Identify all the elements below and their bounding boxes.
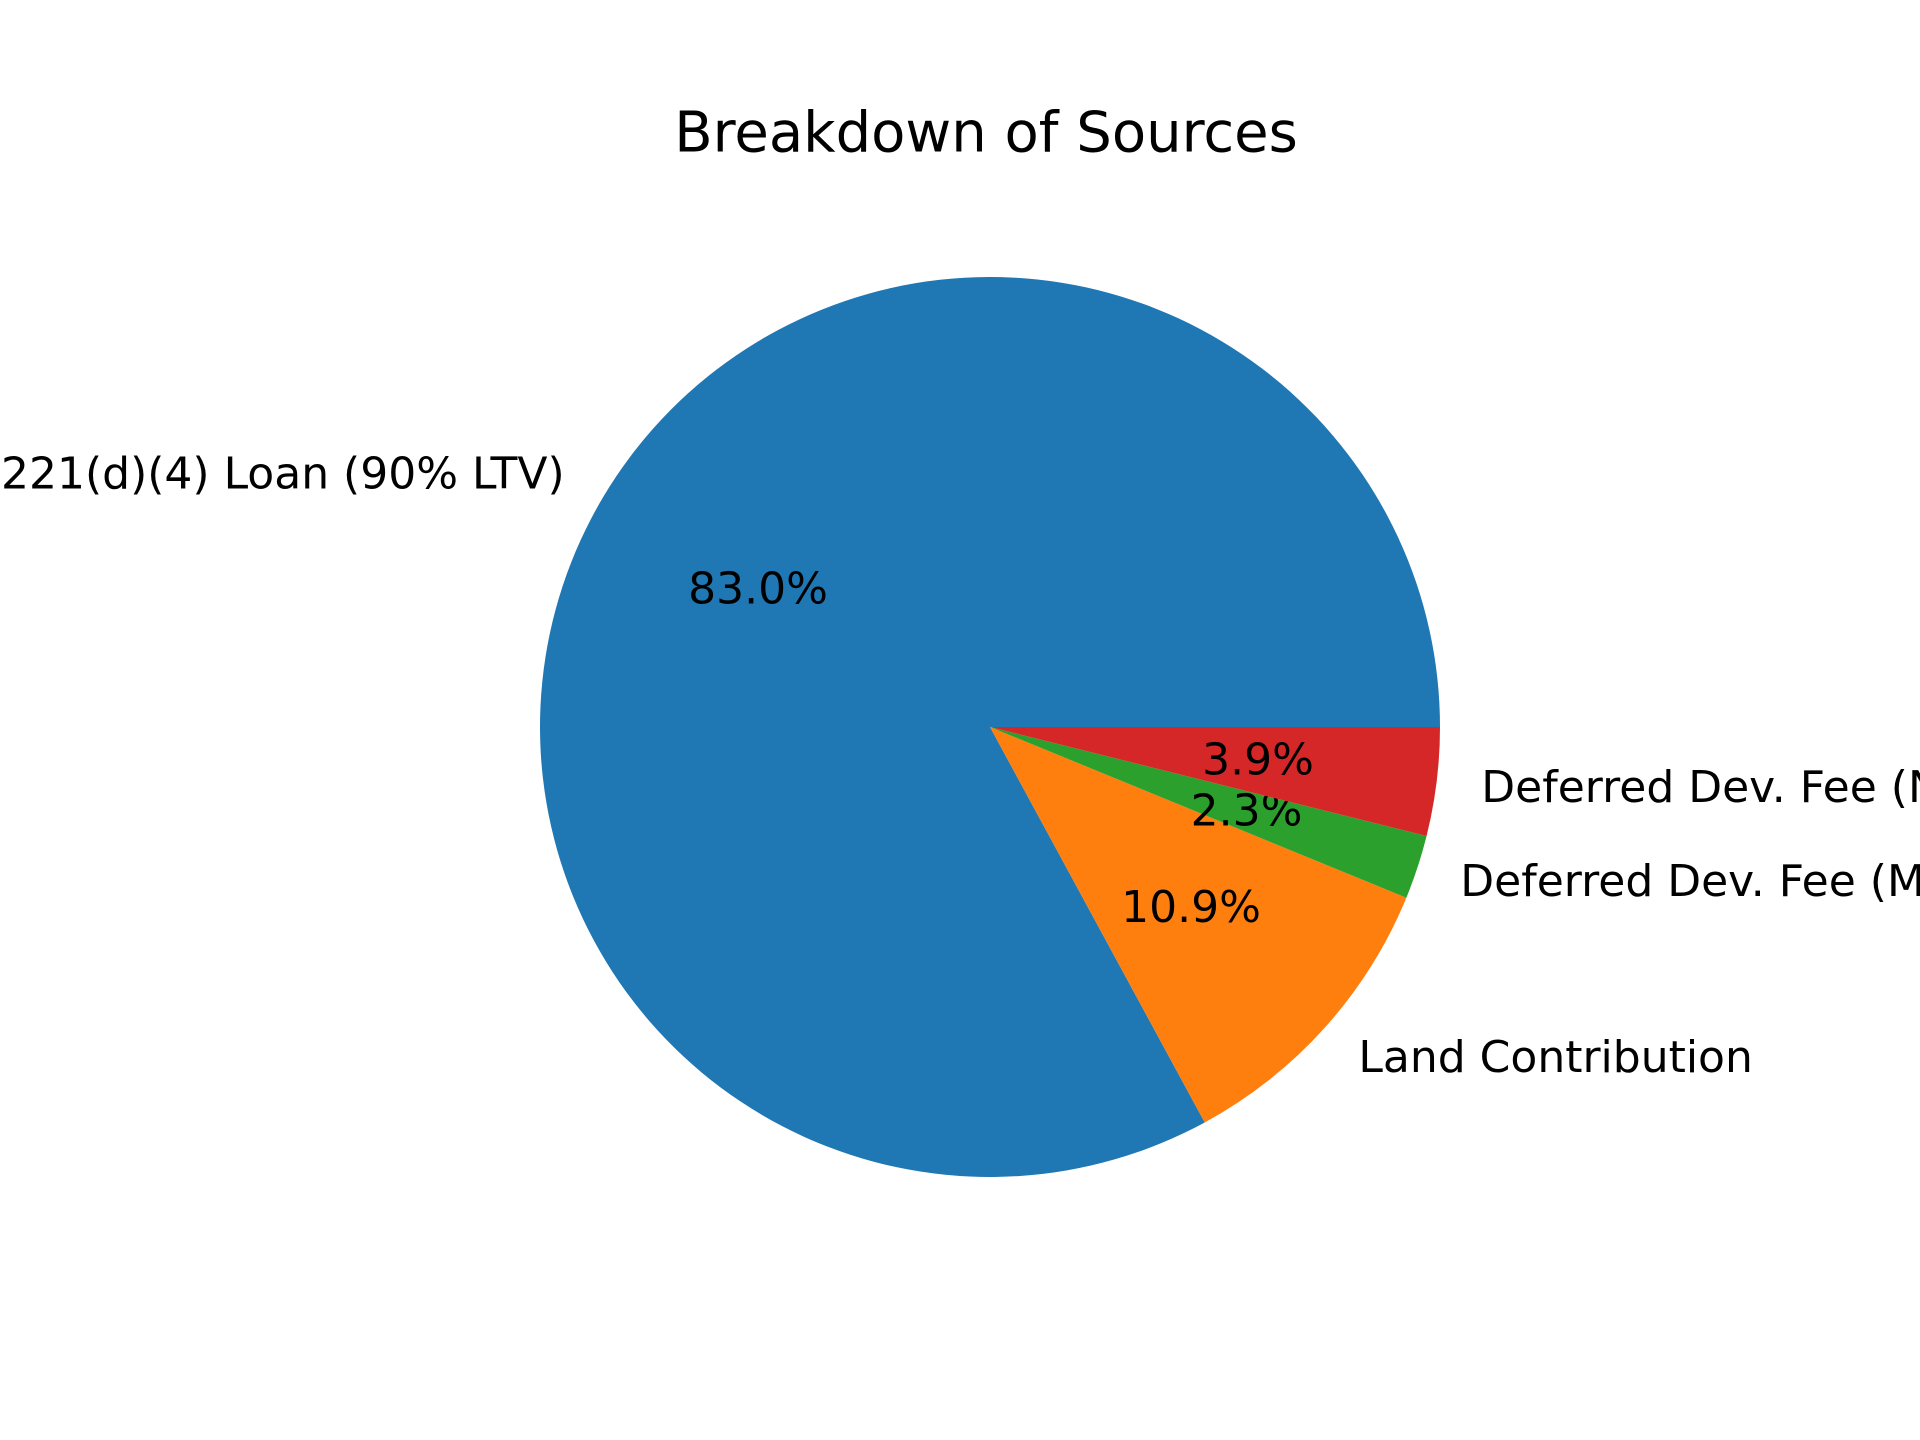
pct-label-1: 10.9% [1121, 882, 1261, 933]
pie-slice-0 [540, 276, 1440, 1177]
slice-label-0: D 221(d)(4) Loan (90% LTV) [0, 448, 565, 499]
pct-label-3: 3.9% [1202, 735, 1314, 786]
slice-label-2: Deferred Dev. Fee (MH [1460, 856, 1920, 907]
pie-slices-group: 83.0% D 221(d)(4) Loan (90% LTV) 10.9% Land… [0, 276, 1920, 1177]
pie-slice-1 [990, 727, 1407, 1123]
pie-slice-3 [990, 727, 1440, 837]
slice-label-3: Deferred Dev. Fee (No [1481, 762, 1920, 813]
slice-label-1: Land Contribution [1358, 1032, 1752, 1083]
pct-label-0: 83.0% [688, 564, 828, 615]
chart-title: Breakdown of Sources [674, 101, 1298, 166]
pie-slice-2 [990, 727, 1427, 898]
